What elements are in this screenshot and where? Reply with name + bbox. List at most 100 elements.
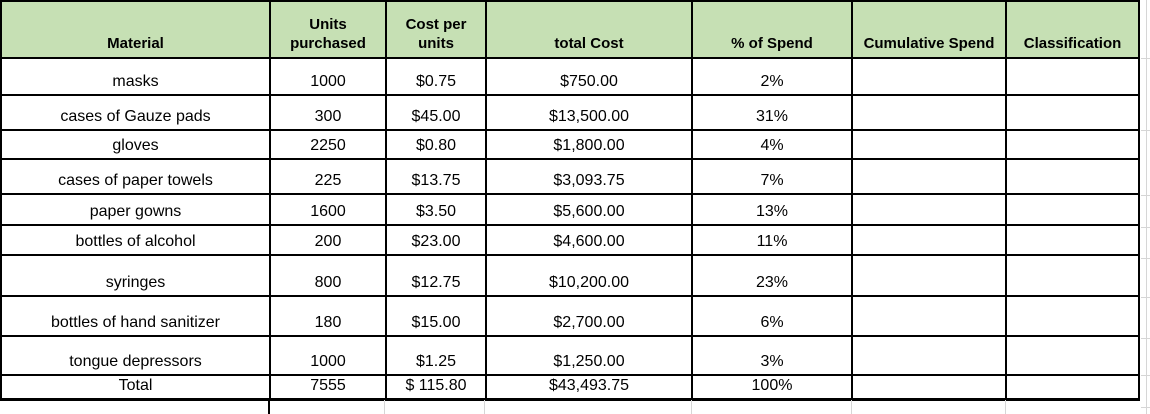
cell-pct-of-spend[interactable]: 11% — [691, 224, 853, 256]
cell-pct-of-spend[interactable]: 31% — [691, 94, 853, 131]
sheet-gridline — [1005, 400, 1006, 414]
cell-units-purchased-total[interactable]: 7555 — [269, 374, 387, 401]
cell-units-purchased[interactable]: 1000 — [269, 335, 387, 376]
cell-classification[interactable] — [1005, 335, 1140, 376]
cell-total-cost[interactable]: $5,600.00 — [485, 193, 693, 226]
cell-cost-per-unit[interactable]: $3.50 — [385, 193, 487, 226]
col-header-units-purchased[interactable]: Units purchased — [269, 0, 387, 59]
sheet-gridline — [691, 400, 692, 414]
cell-pct-of-spend-total[interactable]: 100% — [691, 374, 853, 401]
cell-pct-of-spend[interactable]: 23% — [691, 254, 853, 297]
col-header-cumulative-spend[interactable]: Cumulative Spend — [851, 0, 1007, 59]
table-row: cases of Gauze pads 300 $45.00 $13,500.0… — [0, 94, 1140, 131]
cell-total-cost[interactable]: $1,800.00 — [485, 129, 693, 160]
cell-cost-per-unit[interactable]: $23.00 — [385, 224, 487, 256]
cell-classification[interactable] — [1005, 224, 1140, 256]
sheet-gridline — [1141, 58, 1150, 59]
cell-cumulative-spend[interactable] — [851, 158, 1007, 195]
cell-units-purchased[interactable]: 1600 — [269, 193, 387, 226]
table-row: syringes 800 $12.75 $10,200.00 23% — [0, 254, 1140, 297]
sheet-gridline — [1141, 227, 1150, 228]
cell-cumulative-spend[interactable] — [851, 193, 1007, 226]
cell-classification[interactable] — [1005, 254, 1140, 297]
cell-classification[interactable] — [1005, 57, 1140, 96]
cell-classification[interactable] — [1005, 295, 1140, 337]
cell-units-purchased[interactable]: 1000 — [269, 57, 387, 96]
cell-classification[interactable] — [1005, 193, 1140, 226]
cell-total-cost[interactable]: $2,700.00 — [485, 295, 693, 337]
cell-total-cost[interactable]: $10,200.00 — [485, 254, 693, 297]
cell-material[interactable]: bottles of hand sanitizer — [0, 295, 271, 337]
cell-cost-per-unit-total[interactable]: $ 115.80 — [385, 374, 487, 401]
cell-cost-per-unit[interactable]: $13.75 — [385, 158, 487, 195]
cell-cumulative-spend[interactable] — [851, 94, 1007, 131]
cell-material[interactable]: masks — [0, 57, 271, 96]
cell-material[interactable]: syringes — [0, 254, 271, 297]
col-header-cost-per-units[interactable]: Cost per units — [385, 0, 487, 59]
col-header-classification[interactable]: Classification — [1005, 0, 1140, 59]
table-row: cases of paper towels 225 $13.75 $3,093.… — [0, 158, 1140, 195]
cell-cost-per-unit[interactable]: $15.00 — [385, 295, 487, 337]
cell-cumulative-spend[interactable] — [851, 254, 1007, 297]
sheet-gridline — [1141, 130, 1150, 131]
cell-material[interactable]: cases of paper towels — [0, 158, 271, 195]
cell-material[interactable]: gloves — [0, 129, 271, 160]
table-row: paper gowns 1600 $3.50 $5,600.00 13% — [0, 193, 1140, 226]
cell-pct-of-spend[interactable]: 13% — [691, 193, 853, 226]
sheet-gridline — [1146, 0, 1147, 414]
sheet-gridline — [1141, 375, 1150, 376]
sheet-gridline — [851, 400, 852, 414]
cell-total-cost[interactable]: $3,093.75 — [485, 158, 693, 195]
total-row: Total 7555 $ 115.80 $43,493.75 100% — [0, 374, 1140, 401]
cell-cumulative-spend[interactable] — [851, 129, 1007, 160]
sheet-gridline — [384, 400, 385, 414]
cell-classification[interactable] — [1005, 158, 1140, 195]
col-header-material[interactable]: Material — [0, 0, 271, 59]
cell-cumulative-spend[interactable] — [851, 295, 1007, 337]
cell-units-purchased[interactable]: 200 — [269, 224, 387, 256]
table-row: bottles of alcohol 200 $23.00 $4,600.00 … — [0, 224, 1140, 256]
cell-cumulative-spend[interactable] — [851, 57, 1007, 96]
col-header-total-cost[interactable]: total Cost — [485, 0, 693, 59]
table-row: masks 1000 $0.75 $750.00 2% — [0, 57, 1140, 96]
cell-cost-per-unit[interactable]: $1.25 — [385, 335, 487, 376]
cell-material[interactable]: cases of Gauze pads — [0, 94, 271, 131]
column-border-stub — [268, 400, 270, 414]
cell-material[interactable]: tongue depressors — [0, 335, 271, 376]
table-row: gloves 2250 $0.80 $1,800.00 4% — [0, 129, 1140, 160]
sheet-gridline — [484, 400, 485, 414]
cell-pct-of-spend[interactable]: 7% — [691, 158, 853, 195]
cell-units-purchased[interactable]: 300 — [269, 94, 387, 131]
sheet-gridline — [1141, 297, 1150, 298]
cell-units-purchased[interactable]: 800 — [269, 254, 387, 297]
cell-total-cost-total[interactable]: $43,493.75 — [485, 374, 693, 401]
cell-cumulative-spend-total[interactable] — [851, 374, 1007, 401]
cell-material[interactable]: paper gowns — [0, 193, 271, 226]
cell-pct-of-spend[interactable]: 2% — [691, 57, 853, 96]
sheet-gridline — [1141, 407, 1150, 408]
cell-material-total-label[interactable]: Total — [0, 374, 271, 401]
sheet-gridline — [1141, 195, 1150, 196]
cell-cumulative-spend[interactable] — [851, 335, 1007, 376]
cell-material[interactable]: bottles of alcohol — [0, 224, 271, 256]
cell-classification-total[interactable] — [1005, 374, 1140, 401]
cell-total-cost[interactable]: $750.00 — [485, 57, 693, 96]
cell-classification[interactable] — [1005, 129, 1140, 160]
cell-cost-per-unit[interactable]: $0.75 — [385, 57, 487, 96]
cell-cost-per-unit[interactable]: $0.80 — [385, 129, 487, 160]
cell-units-purchased[interactable]: 225 — [269, 158, 387, 195]
col-header-pct-of-spend[interactable]: % of Spend — [691, 0, 853, 59]
cell-pct-of-spend[interactable]: 6% — [691, 295, 853, 337]
sheet-gridline — [1141, 338, 1150, 339]
cell-pct-of-spend[interactable]: 4% — [691, 129, 853, 160]
cell-total-cost[interactable]: $13,500.00 — [485, 94, 693, 131]
cell-cost-per-unit[interactable]: $12.75 — [385, 254, 487, 297]
cell-total-cost[interactable]: $1,250.00 — [485, 335, 693, 376]
cell-pct-of-spend[interactable]: 3% — [691, 335, 853, 376]
cell-units-purchased[interactable]: 2250 — [269, 129, 387, 160]
cell-cumulative-spend[interactable] — [851, 224, 1007, 256]
cell-classification[interactable] — [1005, 94, 1140, 131]
cell-total-cost[interactable]: $4,600.00 — [485, 224, 693, 256]
cell-cost-per-unit[interactable]: $45.00 — [385, 94, 487, 131]
cell-units-purchased[interactable]: 180 — [269, 295, 387, 337]
